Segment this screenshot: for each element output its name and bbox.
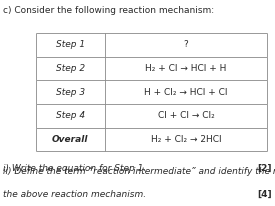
Text: Step 2: Step 2 <box>56 64 85 73</box>
Text: Step 3: Step 3 <box>56 88 85 97</box>
Text: Step 4: Step 4 <box>56 111 85 120</box>
Text: [4]: [4] <box>258 190 272 199</box>
Text: ii) Define the term “reaction intermediate” and identify the reaction intermedia: ii) Define the term “reaction intermedia… <box>3 167 275 176</box>
Text: H₂ + Cl₂ → 2HCl: H₂ + Cl₂ → 2HCl <box>151 135 221 144</box>
Text: the above reaction mechanism.: the above reaction mechanism. <box>3 190 146 199</box>
Text: Step 1: Step 1 <box>56 40 85 49</box>
Text: [2]: [2] <box>258 164 272 173</box>
Text: ?: ? <box>183 40 188 49</box>
Text: i) Write the equation for Step 1.: i) Write the equation for Step 1. <box>3 164 146 173</box>
Text: c) Consider the following reaction mechanism:: c) Consider the following reaction mecha… <box>3 6 214 15</box>
Text: H + Cl₂ → HCl + Cl: H + Cl₂ → HCl + Cl <box>144 88 228 97</box>
Text: Overall: Overall <box>52 135 89 144</box>
Text: H₂ + Cl → HCl + H: H₂ + Cl → HCl + H <box>145 64 227 73</box>
Text: Cl + Cl → Cl₂: Cl + Cl → Cl₂ <box>158 111 214 120</box>
